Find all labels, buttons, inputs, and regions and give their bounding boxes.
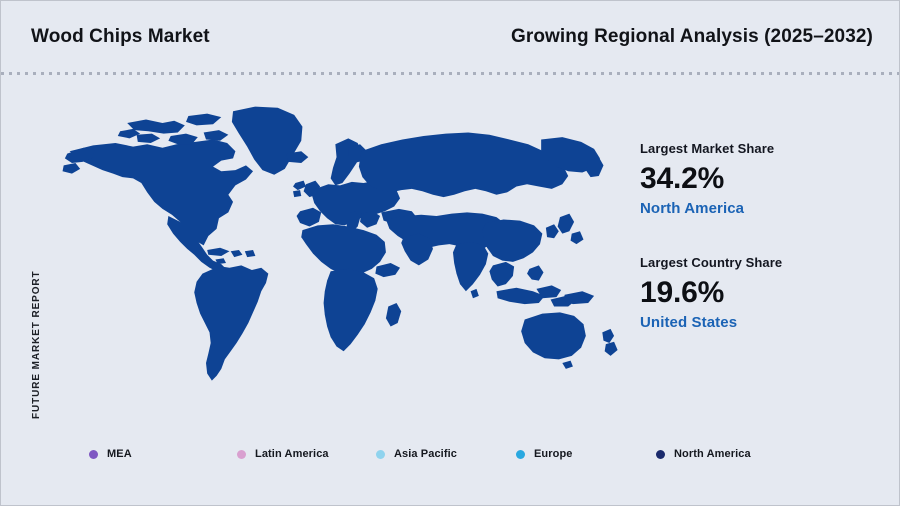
stat-value: 19.6% bbox=[640, 276, 725, 309]
stat-region: United States bbox=[640, 314, 738, 331]
legend-item-asia-pacific: Asia Pacific bbox=[376, 448, 457, 460]
legend-item-mea: MEA bbox=[89, 448, 132, 460]
page-subtitle: Growing Regional Analysis (2025–2032) bbox=[510, 26, 873, 47]
legend-label: Asia Pacific bbox=[394, 448, 457, 460]
world-map-landmasses bbox=[62, 106, 618, 381]
legend-dot-icon bbox=[376, 449, 385, 459]
brand-vertical-label: FUTURE MARKET REPORT bbox=[31, 270, 42, 419]
header-divider bbox=[1, 72, 899, 75]
legend-dot-icon bbox=[237, 449, 246, 459]
legend-dot-icon bbox=[656, 449, 665, 459]
legend-label: Latin America bbox=[255, 448, 329, 460]
stat-value: 34.2% bbox=[640, 162, 725, 195]
legend-dot-icon bbox=[516, 449, 525, 459]
stat-region: North America bbox=[640, 200, 745, 217]
stat-label: Largest Country Share bbox=[640, 255, 783, 270]
legend-item-europe: Europe bbox=[516, 448, 573, 460]
header-bar: Wood Chips Market Growing Regional Analy… bbox=[1, 1, 899, 73]
stat-label: Largest Market Share bbox=[640, 141, 775, 156]
world-map bbox=[59, 97, 647, 409]
legend-label: MEA bbox=[107, 448, 132, 460]
legend-label: Europe bbox=[534, 448, 573, 460]
legend-item-north-america: North America bbox=[656, 448, 751, 460]
stats-panel: Largest Market Share 34.2% North America… bbox=[640, 141, 885, 331]
legend-item-latin-america: Latin America bbox=[237, 448, 329, 460]
stat-largest-country-share: Largest Country Share 19.6% United State… bbox=[640, 255, 885, 331]
legend-dot-icon bbox=[89, 449, 98, 459]
page-title: Wood Chips Market bbox=[31, 26, 210, 47]
legend-label: North America bbox=[674, 448, 751, 460]
map-legend: MEA Latin America Asia Pacific Europe No… bbox=[89, 448, 789, 468]
stat-largest-market-share: Largest Market Share 34.2% North America bbox=[640, 141, 885, 217]
